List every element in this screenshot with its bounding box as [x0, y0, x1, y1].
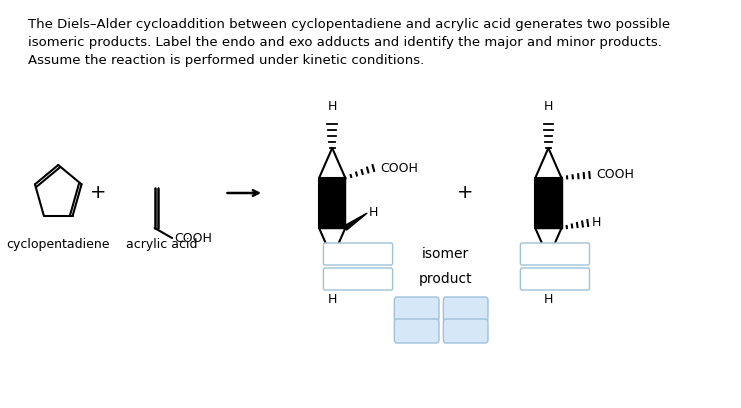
Text: COOH: COOH: [597, 169, 634, 182]
FancyBboxPatch shape: [443, 319, 488, 343]
Text: COOH: COOH: [174, 231, 212, 244]
Text: exo: exo: [406, 324, 427, 337]
Polygon shape: [319, 178, 345, 228]
Text: H: H: [369, 206, 379, 220]
FancyBboxPatch shape: [394, 297, 439, 321]
Text: H: H: [328, 100, 337, 113]
Text: major: major: [448, 302, 483, 315]
Text: +: +: [457, 184, 473, 202]
FancyBboxPatch shape: [394, 319, 439, 343]
Text: COOH: COOH: [380, 162, 418, 175]
Text: isomer: isomer: [422, 247, 469, 261]
Text: H: H: [544, 293, 553, 306]
Text: product: product: [418, 272, 472, 286]
Polygon shape: [535, 178, 562, 228]
Text: H: H: [544, 100, 553, 113]
Text: acrylic acid: acrylic acid: [126, 238, 197, 251]
Text: cyclopentadiene: cyclopentadiene: [7, 238, 110, 251]
Polygon shape: [345, 213, 368, 230]
Text: H: H: [592, 217, 602, 229]
FancyBboxPatch shape: [443, 297, 488, 321]
FancyBboxPatch shape: [520, 243, 590, 265]
Text: The Diels–Alder cycloaddition between cyclopentadiene and acrylic acid generates: The Diels–Alder cycloaddition between cy…: [27, 18, 670, 67]
FancyBboxPatch shape: [520, 268, 590, 290]
Text: H: H: [328, 293, 337, 306]
FancyBboxPatch shape: [324, 268, 393, 290]
FancyBboxPatch shape: [324, 243, 393, 265]
Text: endo: endo: [451, 324, 480, 337]
Text: +: +: [90, 184, 106, 202]
Text: minor: minor: [399, 302, 434, 315]
